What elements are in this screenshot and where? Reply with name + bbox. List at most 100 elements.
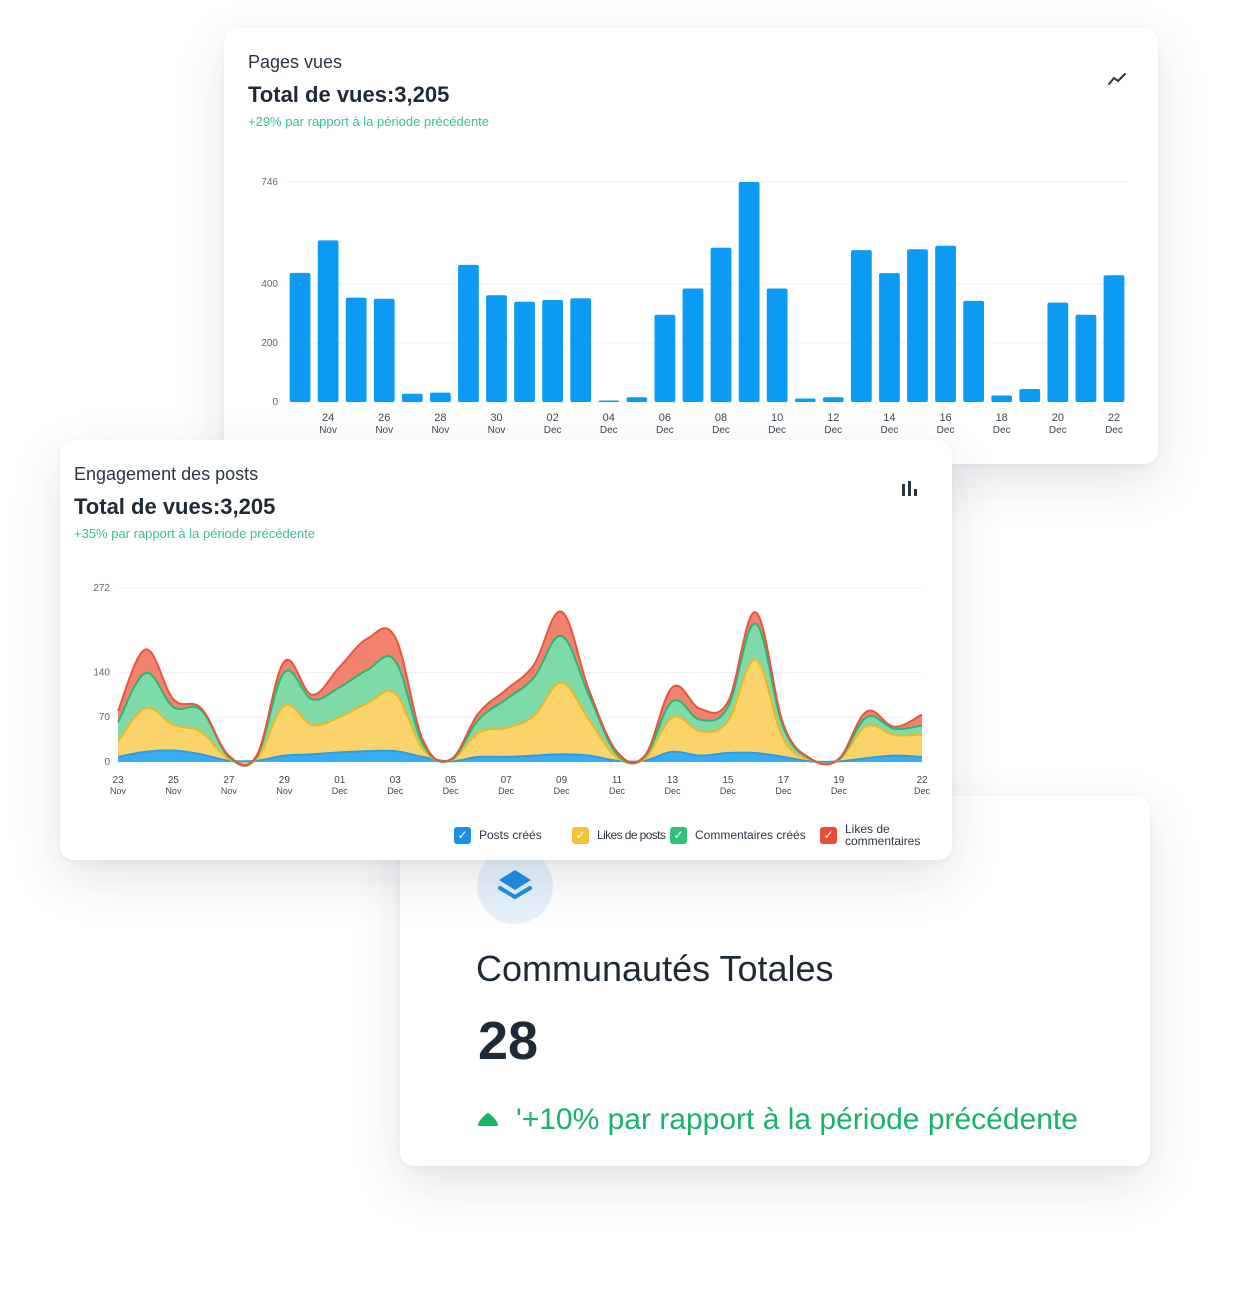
x-tick-day: 16 (939, 412, 951, 424)
x-tick-month: Dec (768, 425, 786, 436)
x-tick-day: 29 (279, 775, 291, 786)
x-tick-day: 12 (827, 412, 839, 424)
checkbox-icon[interactable]: ✓ (454, 826, 471, 844)
engagement-delta: +35% par rapport à la période précédente (74, 526, 316, 541)
x-tick-day: 07 (501, 775, 513, 786)
x-tick-day: 19 (833, 775, 845, 786)
bar (542, 299, 564, 402)
x-tick-day: 27 (223, 775, 235, 786)
bar (514, 301, 535, 402)
bar (486, 295, 507, 402)
bar (710, 247, 732, 402)
bar (373, 298, 395, 402)
legend-item-comment-likes[interactable]: ✓ Likes de commentaires (820, 822, 925, 848)
bar (991, 395, 1013, 402)
x-tick-month: Dec (443, 786, 460, 796)
x-tick-day: 03 (390, 775, 402, 786)
bar (1047, 302, 1069, 402)
x-tick-month: Dec (656, 425, 674, 436)
x-tick-day: 10 (771, 412, 783, 424)
x-tick-day: 22 (1108, 412, 1120, 424)
page-views-delta: +29% par rapport à la période précédente (248, 114, 490, 129)
bar (963, 300, 985, 402)
checkbox-icon[interactable]: ✓ (572, 826, 589, 844)
bar (682, 288, 704, 402)
bar (907, 249, 928, 402)
engagement-chart: 07014027223Nov25Nov27Nov29Nov01Dec03Dec0… (93, 583, 931, 796)
series-line (117, 610, 923, 767)
x-tick-day: 13 (667, 775, 679, 786)
series-line (117, 658, 923, 766)
checkbox-icon[interactable]: ✓ (820, 826, 837, 844)
x-tick-day: 09 (556, 775, 568, 786)
y-tick-label: 0 (104, 757, 110, 768)
page-views-total: Total de vues:3,205 (248, 82, 450, 107)
x-tick-month: Nov (221, 786, 238, 796)
bar (289, 272, 311, 402)
communities-delta-row: '+10% par rapport à la période précédent… (476, 1100, 1078, 1140)
bar (822, 397, 844, 402)
x-tick-month: Nov (488, 425, 506, 436)
legend-item-post-likes[interactable]: ✓ Likes de posts (572, 824, 666, 846)
bar-chart-icon[interactable] (898, 478, 920, 500)
y-tick-label: 200 (261, 338, 278, 349)
y-tick-label: 140 (93, 667, 110, 678)
bar (738, 182, 760, 402)
y-tick-label: 746 (261, 177, 278, 188)
bar (598, 400, 620, 402)
bar (879, 273, 900, 402)
bar (766, 288, 788, 402)
layers-icon (477, 848, 553, 924)
trend-line-icon[interactable] (1106, 68, 1128, 90)
x-tick-month: Dec (609, 786, 626, 796)
legend-label: Posts créés (479, 828, 542, 842)
page-views-card: Pages vues Total de vues:3,205 +29% par … (224, 28, 1158, 464)
page-views-subtitle: Pages vues (248, 52, 343, 72)
y-tick-label: 272 (93, 583, 110, 594)
bar (794, 398, 816, 402)
x-tick-day: 05 (445, 775, 457, 786)
x-tick-day: 08 (715, 412, 727, 424)
x-tick-month: Nov (110, 786, 127, 796)
x-tick-month: Dec (993, 425, 1011, 436)
bar (1019, 389, 1041, 402)
bar (429, 392, 451, 402)
x-tick-day: 30 (490, 412, 502, 424)
x-tick-day: 23 (112, 775, 124, 786)
x-tick-month: Nov (431, 425, 449, 436)
legend-label: Likes de commentaires (845, 822, 921, 848)
x-tick-day: 25 (168, 775, 180, 786)
x-tick-month: Dec (831, 786, 848, 796)
legend-label: Likes de posts (597, 828, 666, 842)
x-tick-day: 14 (883, 412, 895, 424)
x-tick-month: Nov (319, 425, 337, 436)
communities-delta: '+10% par rapport à la période précédent… (516, 1103, 1078, 1136)
x-tick-month: Dec (554, 786, 571, 796)
legend-item-comments[interactable]: ✓ Commentaires créés (670, 824, 806, 846)
x-tick-day: 17 (778, 775, 790, 786)
x-tick-month: Nov (276, 786, 293, 796)
x-tick-month: Dec (824, 425, 842, 436)
checkbox-icon[interactable]: ✓ (670, 826, 687, 844)
y-tick-label: 400 (261, 279, 278, 290)
bar (654, 314, 676, 402)
x-tick-month: Dec (664, 786, 681, 796)
x-tick-month: Dec (498, 786, 515, 796)
bar (401, 393, 423, 402)
legend-item-posts[interactable]: ✓ Posts créés (454, 824, 542, 846)
x-tick-month: Nov (375, 425, 393, 436)
x-tick-month: Dec (712, 425, 730, 436)
x-tick-month: Dec (881, 425, 899, 436)
x-tick-month: Dec (600, 425, 618, 436)
bar (1103, 275, 1125, 402)
x-tick-month: Dec (1049, 425, 1067, 436)
communities-value: 28 (478, 1011, 539, 1071)
x-tick-day: 11 (612, 775, 623, 786)
engagement-legend: ✓ Posts créés ✓ Likes de posts ✓ Comment… (450, 820, 940, 850)
x-tick-month: Dec (914, 786, 931, 796)
x-tick-day: 18 (996, 412, 1008, 424)
engagement-total: Total de vues:3,205 (74, 494, 276, 519)
page-views-chart: 020040074624Nov26Nov28Nov30Nov02Dec04Dec… (261, 177, 1128, 436)
x-tick-day: 01 (334, 775, 346, 786)
x-tick-day: 20 (1052, 412, 1064, 424)
